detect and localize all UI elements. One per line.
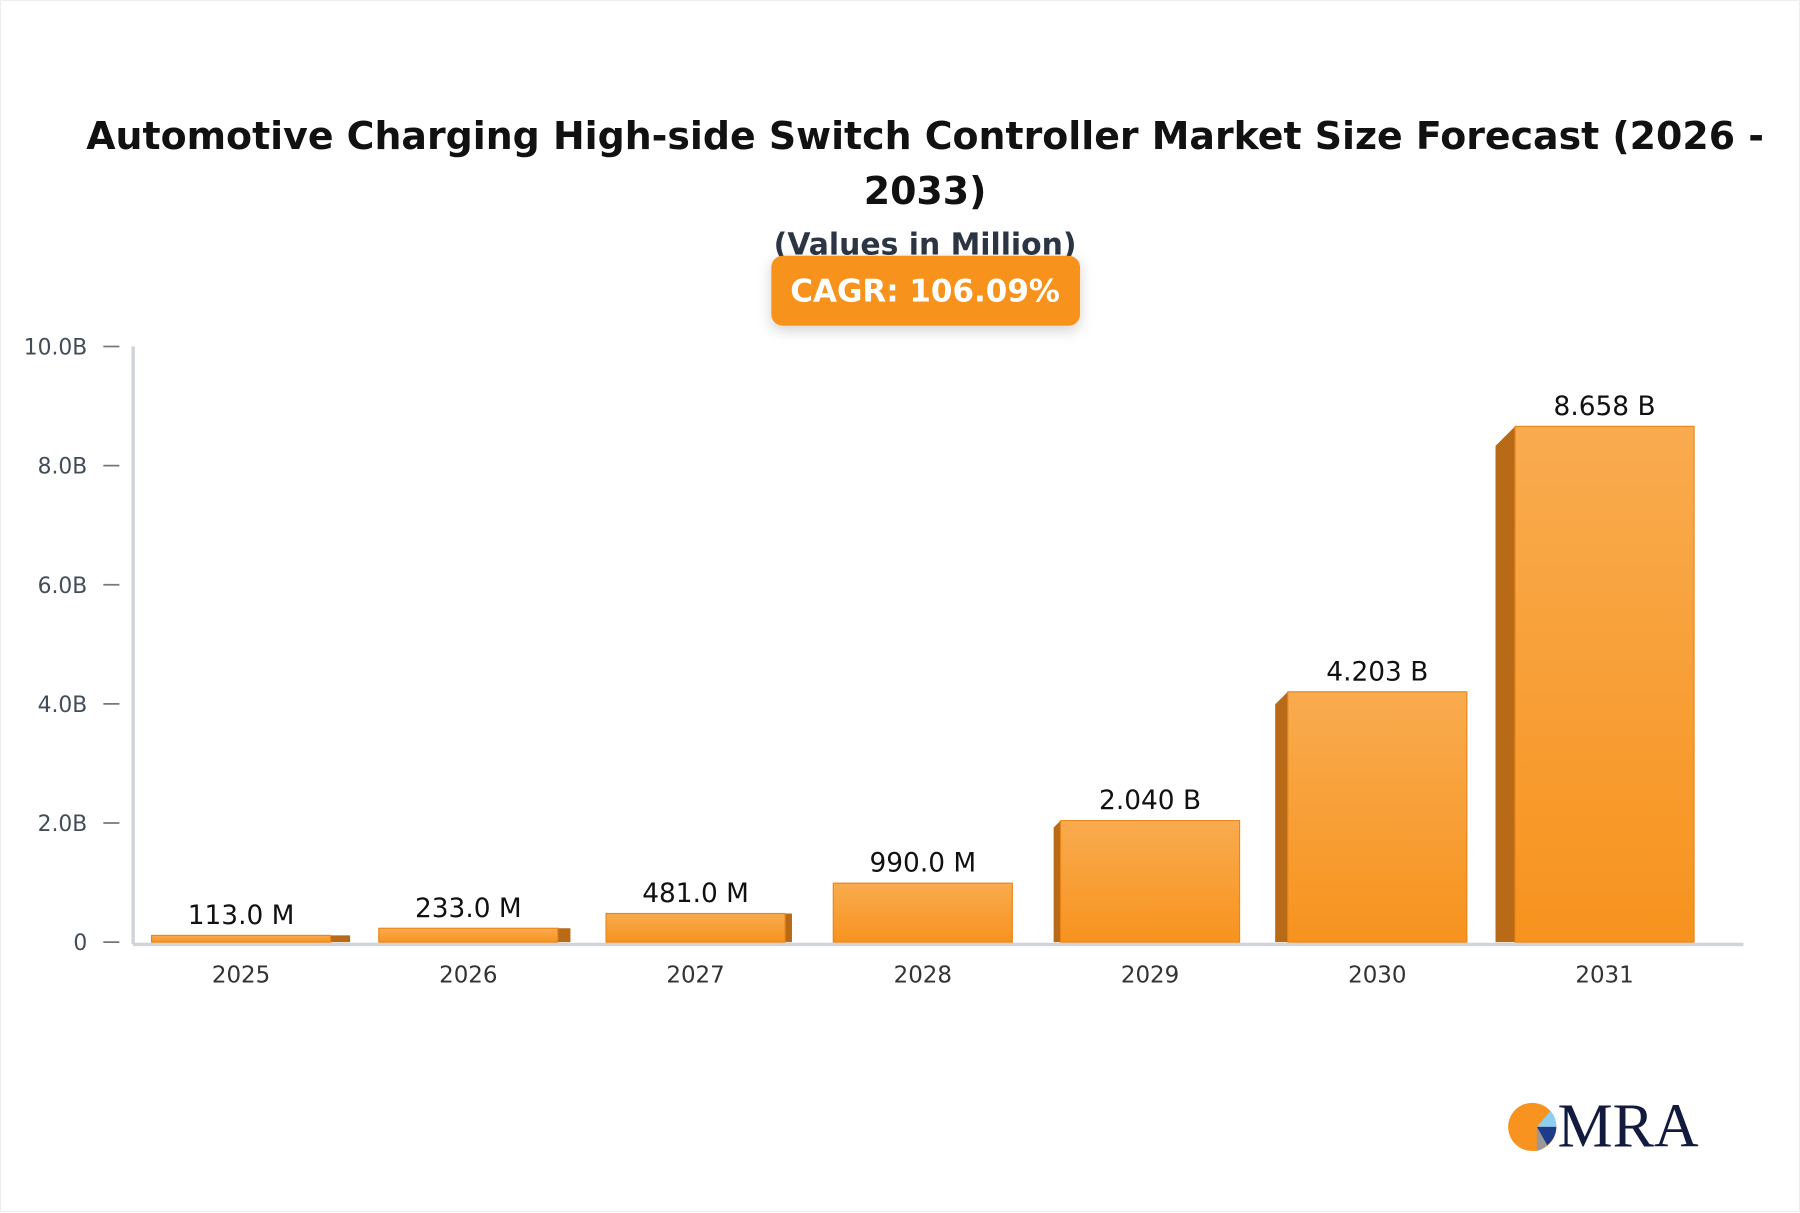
- data-label: 481.0 M: [642, 879, 749, 909]
- data-label: 8.658 B: [1554, 392, 1656, 422]
- x-tick-label: 2031: [1575, 962, 1633, 988]
- bar: [150, 934, 332, 943]
- y-tick-label: 2.0B: [38, 812, 88, 837]
- bar-side: [557, 928, 571, 943]
- y-tick-label: 6.0B: [38, 574, 88, 599]
- bar-side: [1495, 426, 1516, 943]
- bar-side: [1053, 820, 1061, 943]
- y-tick-label: 4.0B: [38, 693, 88, 718]
- cagr-badge-text: CAGR: 106.09%: [790, 274, 1060, 310]
- x-tick-label: 2025: [212, 962, 270, 988]
- bar-group-2028: 990.0 M 2028: [832, 849, 1013, 988]
- chart-title-line-1: Automotive Charging High-side Switch Con…: [86, 114, 1764, 158]
- bar-side: [785, 913, 792, 943]
- mra-logo: MRA: [1508, 1092, 1699, 1160]
- bar-group-2025: 113.0 M 2025: [150, 901, 351, 988]
- cagr-badge: CAGR: 106.09%: [771, 255, 1081, 326]
- data-label: 233.0 M: [415, 894, 522, 924]
- data-label: 113.0 M: [188, 901, 295, 931]
- bar: [605, 912, 786, 943]
- bar-group-2031: 8.658 B 2031: [1495, 392, 1695, 988]
- y-tick-label: 0: [73, 931, 87, 956]
- bar-side: [1275, 691, 1288, 943]
- bar-group-2027: 481.0 M 2027: [605, 879, 792, 988]
- logo-text: MRA: [1558, 1092, 1699, 1160]
- bar-group-2029: 2.040 B 2029: [1053, 786, 1241, 988]
- data-label: 4.203 B: [1326, 657, 1428, 687]
- cagr-badge-bg: [771, 255, 1081, 326]
- x-tick-label: 2027: [666, 962, 724, 988]
- bar-group-2030: 4.203 B 2030: [1275, 657, 1468, 988]
- y-tick-label: 10.0B: [24, 336, 87, 361]
- chart-title-line-2: 2033): [864, 169, 987, 213]
- bar: [378, 927, 559, 943]
- bar: [1059, 820, 1241, 943]
- data-label: 2.040 B: [1099, 786, 1201, 816]
- x-tick-label: 2026: [439, 962, 497, 988]
- bar-group-2026: 233.0 M 2026: [378, 894, 571, 988]
- data-label: 990.0 M: [869, 849, 976, 879]
- bar: [1514, 425, 1695, 943]
- y-tick-label: 8.0B: [38, 455, 88, 480]
- bar: [832, 882, 1013, 943]
- bar-side: [330, 935, 351, 943]
- bar: [1287, 691, 1468, 943]
- x-tick-label: 2030: [1348, 962, 1406, 988]
- x-tick-label: 2029: [1121, 962, 1179, 988]
- x-tick-label: 2028: [894, 962, 952, 988]
